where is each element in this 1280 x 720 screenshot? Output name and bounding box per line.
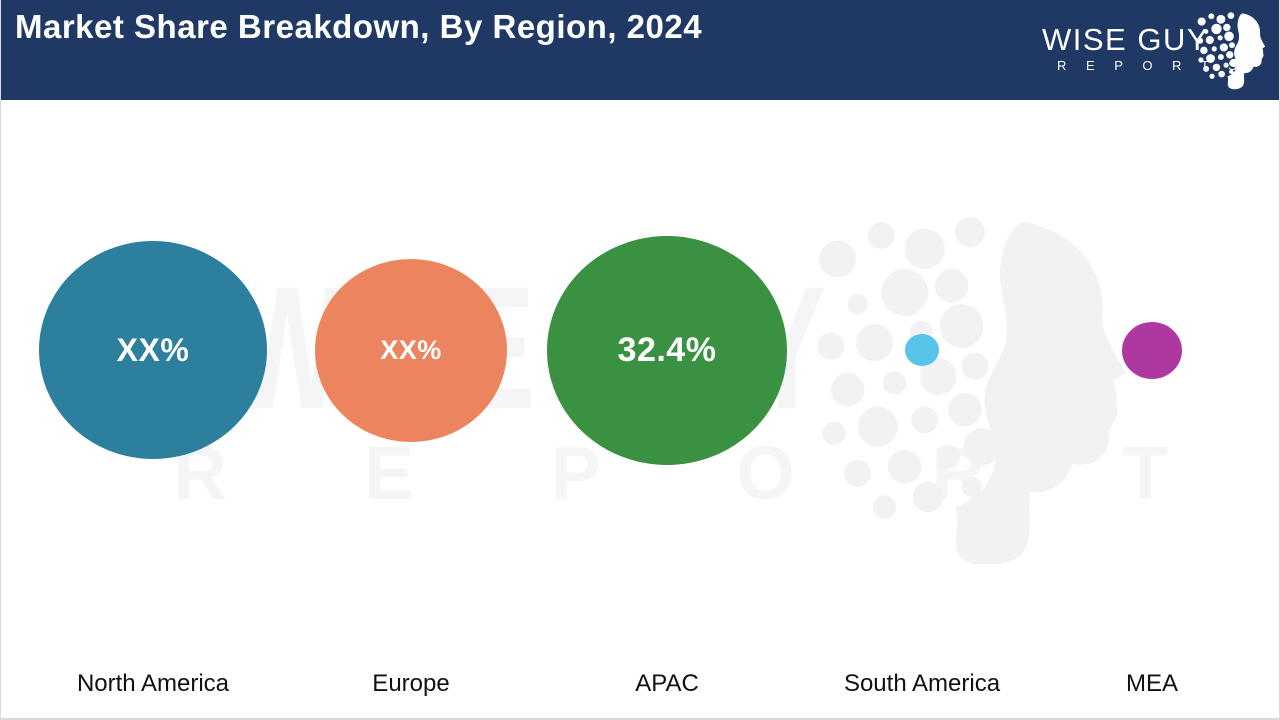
- region-label-south-america: South America: [843, 670, 1001, 697]
- watermark-face-icon: [799, 212, 1151, 564]
- region-label-europe: Europe: [372, 670, 450, 697]
- header-bar: Market Share Breakdown, By Region, 2024 …: [1, 0, 1279, 100]
- page-title: Market Share Breakdown, By Region, 2024: [15, 8, 703, 45]
- logo-subtext: R E P O R T S: [1057, 58, 1245, 73]
- bubble-north-america: XX%: [39, 241, 267, 459]
- wise-guy-face-icon: [1195, 6, 1269, 94]
- bubble-europe: XX%: [315, 258, 507, 442]
- logo-wordmark: WISE GUY: [1042, 22, 1210, 57]
- wise-guy-logo: WISE GUY R E P O R T S: [1009, 0, 1271, 100]
- bubble-south-america: [905, 334, 939, 366]
- region-label-apac: APAC: [635, 670, 699, 697]
- region-label-north-america: North America: [76, 670, 230, 697]
- bubble-value-label-europe: XX%: [380, 334, 442, 365]
- bubble-mea: [1122, 321, 1182, 379]
- bubble-value-label-north-america: XX%: [116, 331, 190, 368]
- bubble-value-label-apac: 32.4%: [617, 330, 717, 369]
- bubble-apac: 32.4%: [547, 235, 787, 465]
- bubble-chart-area: WISE GUY R E P O R T S XX%North AmericaX…: [1, 100, 1279, 718]
- region-label-mea: MEA: [1125, 670, 1179, 697]
